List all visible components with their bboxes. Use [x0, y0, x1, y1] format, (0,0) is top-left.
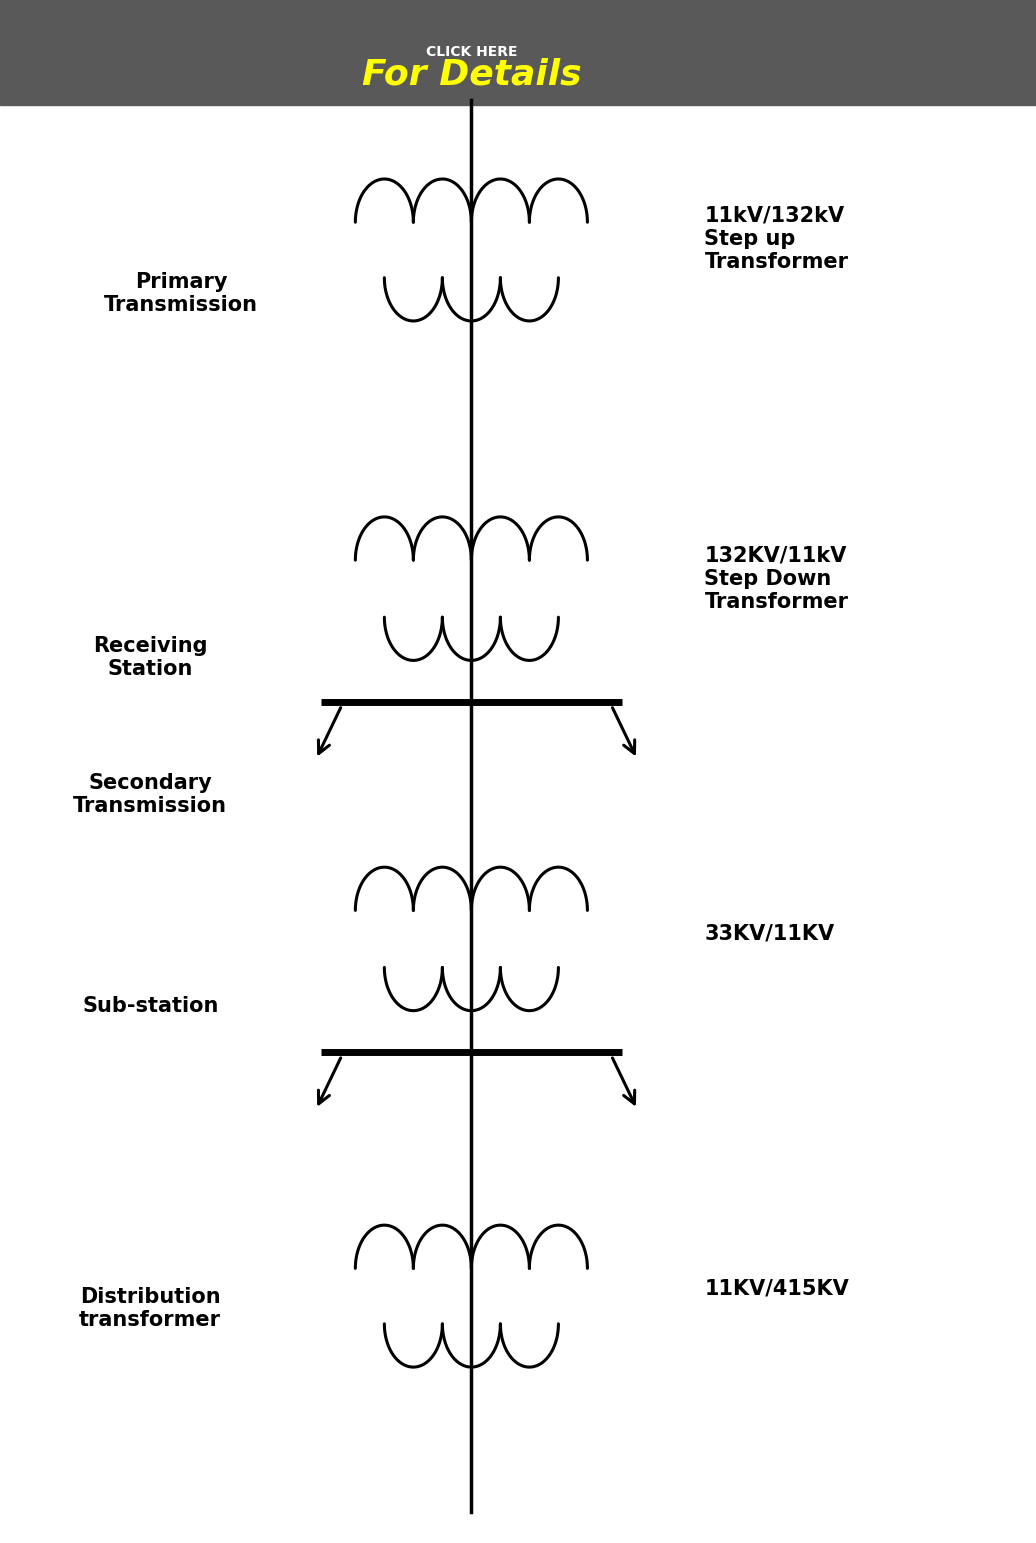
Text: CLICK HERE: CLICK HERE — [426, 45, 517, 60]
Text: 132KV/11kV
Step Down
Transformer: 132KV/11kV Step Down Transformer — [704, 545, 848, 613]
Text: 11KV/415KV: 11KV/415KV — [704, 1279, 850, 1298]
Text: Receiving
Station: Receiving Station — [93, 636, 207, 679]
Text: Sub-station: Sub-station — [82, 997, 219, 1015]
Text: For Details: For Details — [362, 57, 581, 91]
Text: Secondary
Transmission: Secondary Transmission — [74, 773, 227, 816]
Text: 11kV/132kV
Step up
Transformer: 11kV/132kV Step up Transformer — [704, 205, 848, 273]
Text: 33KV/11KV: 33KV/11KV — [704, 924, 835, 943]
Bar — [0, 0, 1036, 105]
Text: Distribution
transformer: Distribution transformer — [79, 1287, 222, 1330]
Text: Primary
Transmission: Primary Transmission — [105, 272, 258, 315]
